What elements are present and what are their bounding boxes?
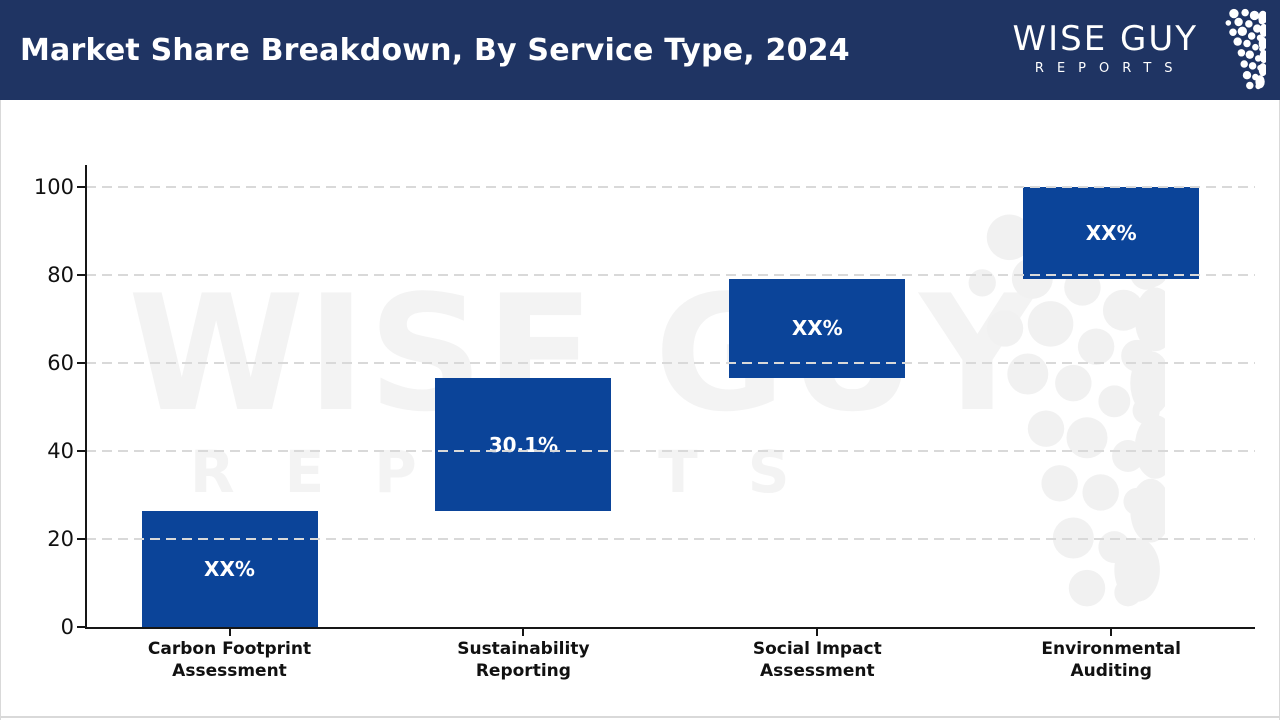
y-tick-mark	[77, 362, 86, 364]
frame-border-bottom	[0, 716, 1280, 718]
x-tick-mark	[228, 629, 231, 636]
y-tick-label: 60	[47, 351, 74, 375]
x-tick-label: Social Impact Assessment	[667, 638, 967, 682]
x-tick-label: Sustainability Reporting	[373, 638, 673, 682]
x-tick-label-line: Assessment	[759, 661, 875, 682]
gridline	[86, 274, 1255, 276]
bar-value-label: XX%	[204, 556, 255, 581]
x-axis	[85, 627, 1255, 629]
x-tick-label-line: Carbon Footprint	[147, 639, 312, 659]
gridline	[86, 538, 1255, 540]
bar-value-label: 30.1%	[488, 432, 559, 457]
y-tick-label: 80	[47, 263, 74, 287]
logo-dotted-face-icon	[1225, 8, 1266, 90]
y-axis	[85, 165, 87, 629]
bar-value-label: XX%	[1085, 220, 1137, 245]
x-tick-label-line: Social Impact	[752, 639, 882, 659]
bar: XX%	[1023, 187, 1200, 279]
wise-guy-logo: WISE GUY REPORTS	[1012, 8, 1266, 92]
y-tick-mark	[77, 626, 86, 628]
header-bar: Market Share Breakdown, By Service Type,…	[0, 0, 1280, 100]
x-tick-label-line: Assessment	[172, 661, 287, 682]
y-tick-mark	[77, 186, 86, 188]
logo-wordmark-line2: REPORTS	[1034, 60, 1186, 76]
logo-wordmark: WISE GUY REPORTS	[1012, 19, 1198, 76]
y-tick-mark	[77, 274, 86, 276]
bar: XX%	[729, 278, 906, 379]
y-tick-label: 0	[60, 615, 74, 639]
bar: XX%	[141, 510, 318, 627]
gridline	[86, 362, 1255, 364]
frame-border-left	[0, 100, 1, 720]
x-tick-label-line: Environmental	[1041, 639, 1181, 659]
x-tick-mark	[522, 629, 525, 636]
x-tick-label: Environmental Auditing	[961, 638, 1261, 682]
y-tick-label: 20	[47, 527, 74, 551]
plot-area: 0 20 40 60 80 100 XX% 30.1% XX% XX% Carbon Footpri…	[0, 100, 1280, 720]
x-tick-mark	[816, 629, 819, 636]
x-tick-label-line: Reporting	[475, 661, 571, 682]
y-tick-mark	[77, 450, 86, 452]
x-tick-mark	[1110, 629, 1113, 636]
logo-wordmark-line1: WISE GUY	[1012, 19, 1198, 59]
bar-value-label: XX%	[791, 316, 843, 341]
y-tick-mark	[77, 538, 86, 540]
gridline	[86, 186, 1255, 188]
x-tick-label-line: Auditing	[1070, 661, 1152, 682]
chart-area: WISE GUY REPORTS 020406080100XX%30.1%XX%…	[0, 100, 1280, 720]
page-title: Market Share Breakdown, By Service Type,…	[20, 32, 850, 68]
y-tick-label: 100	[33, 175, 74, 199]
x-tick-label: Carbon Footprint Assessment	[80, 638, 380, 682]
y-tick-label: 40	[47, 439, 74, 463]
gridline	[86, 450, 1255, 452]
x-tick-label-line: Sustainability	[457, 639, 590, 659]
bar: 30.1%	[435, 378, 612, 511]
